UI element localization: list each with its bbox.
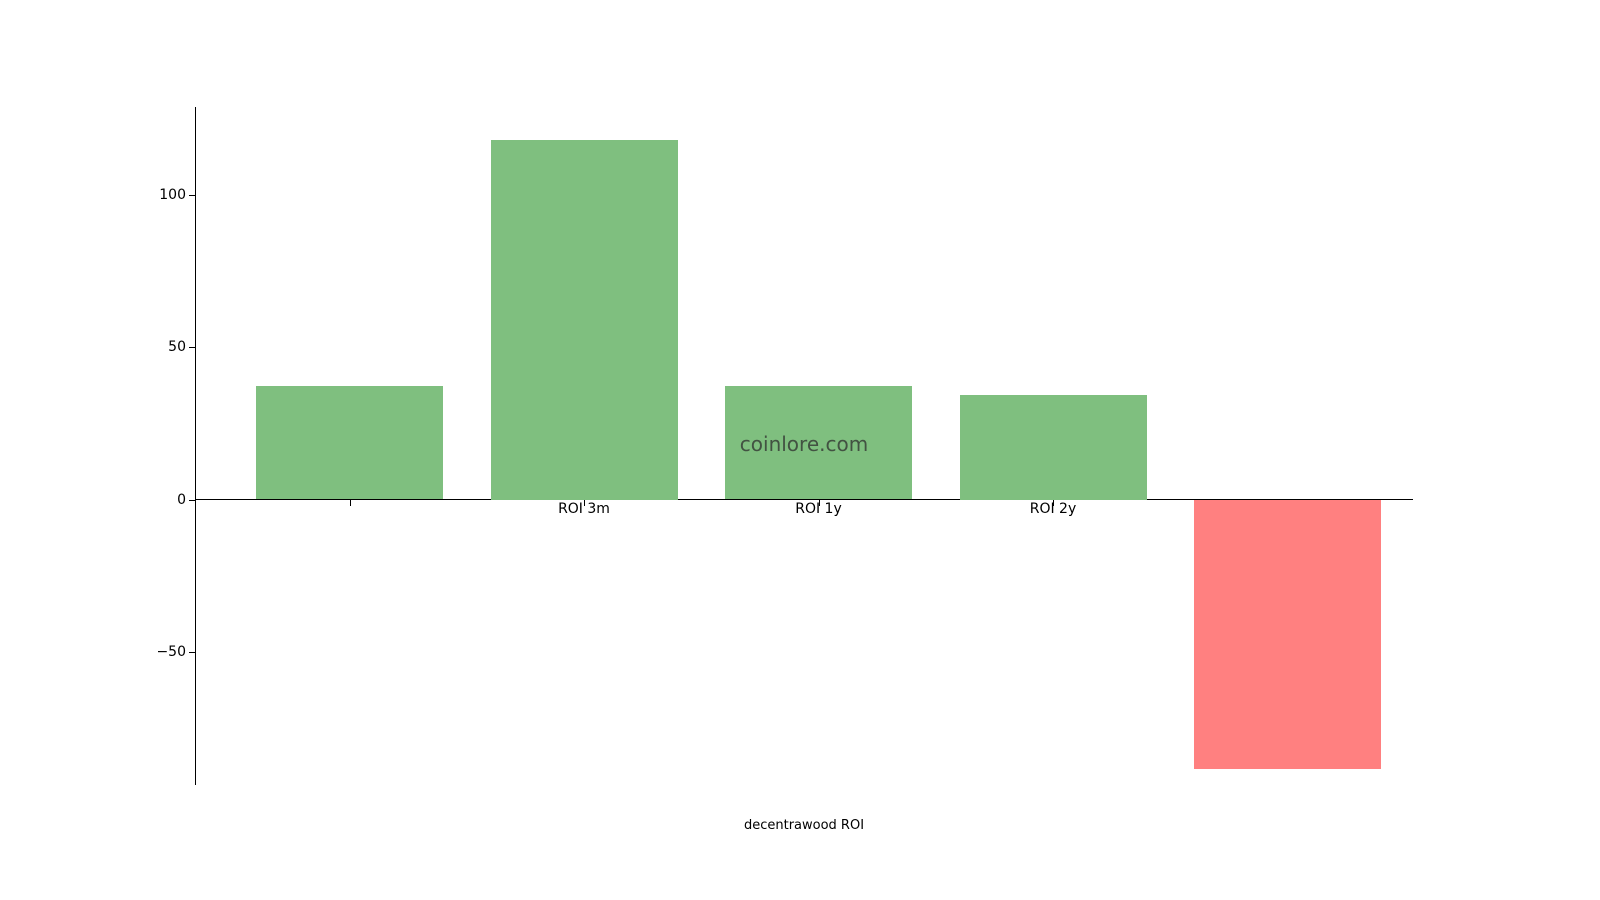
- y-tick-mark-−50: [189, 651, 195, 653]
- y-tick-label-50: 50: [168, 339, 186, 356]
- x-tick-mark-3: [1053, 500, 1054, 506]
- chart-title: decentrawood ROI: [743, 818, 865, 833]
- y-tick-mark-50: [189, 347, 195, 349]
- x-tick-label-roi-3m: ROI 3m: [558, 501, 610, 517]
- y-tick-label-−50: −50: [156, 643, 186, 660]
- y-tick-mark-0: [189, 499, 195, 501]
- y-tick-mark-100: [189, 195, 195, 197]
- x-tick-mark-0: [349, 500, 351, 506]
- bar-roi-3m: [490, 139, 678, 500]
- y-axis-line: [195, 107, 196, 785]
- x-tick-mark-1: [584, 500, 585, 506]
- bar-roi-1y: [725, 386, 912, 500]
- x-tick-label-roi-2y: ROI 2y: [1029, 501, 1077, 517]
- watermark-text: coinlore.com: [739, 432, 869, 456]
- x-tick-label-roi-1y: ROI 1y: [795, 501, 842, 517]
- y-tick-label-0: 0: [177, 491, 186, 508]
- x-tick-mark-2: [818, 500, 820, 506]
- y-tick-label-100: 100: [159, 187, 186, 204]
- bar-0: [256, 386, 443, 500]
- bar-roi-2y: [959, 394, 1147, 500]
- bar-4: [1194, 499, 1381, 770]
- x-axis-zero-line: [195, 499, 1413, 500]
